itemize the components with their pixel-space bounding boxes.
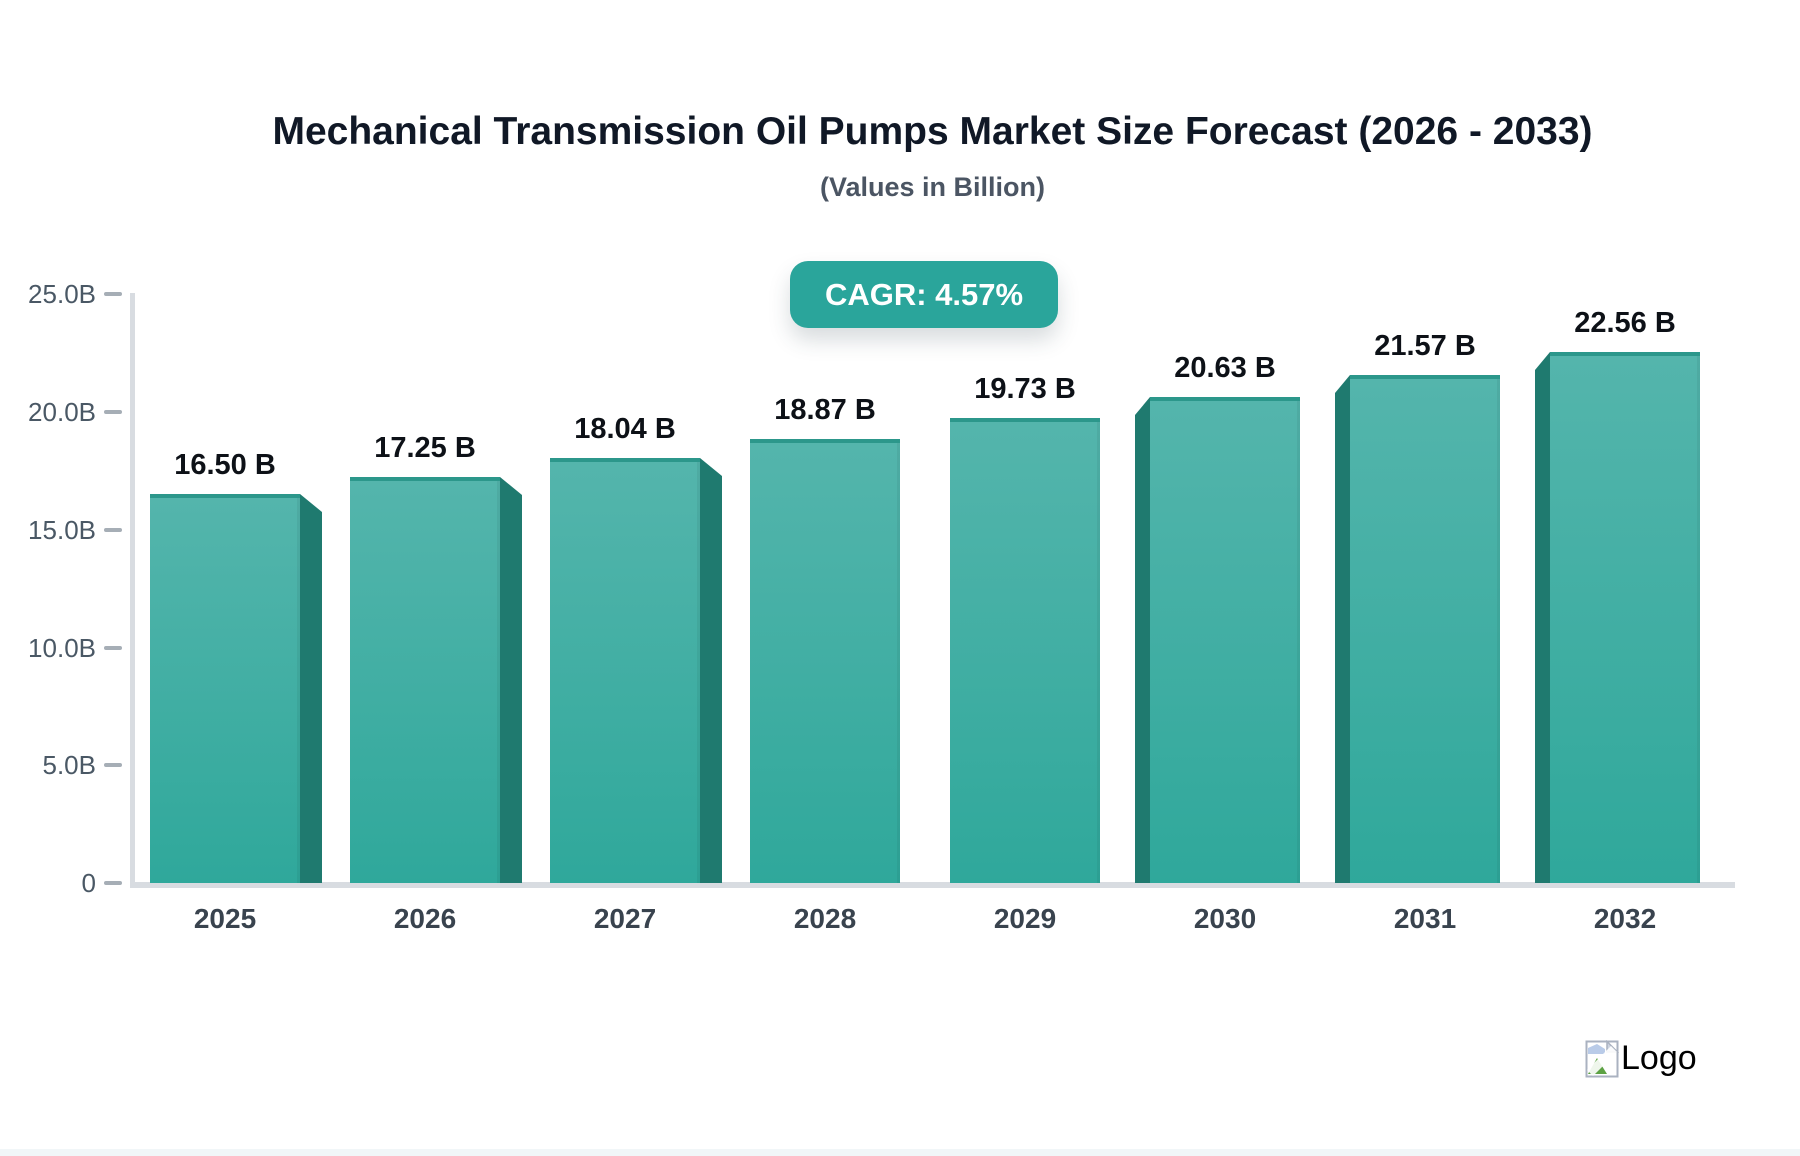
cagr-badge-label: CAGR: 4.57% [824,276,1024,312]
bar-3d-side [700,458,722,883]
x-axis-baseline [130,882,1735,888]
chart-title: Mechanical Transmission Oil Pumps Market… [272,110,1593,153]
broken-image-icon [1585,1040,1619,1078]
bar-value-label: 18.04 B [574,413,676,445]
logo-alt-text: Logo [1621,1039,1697,1077]
x-tick-label: 2025 [193,903,257,934]
bar-3d-side [1535,352,1550,883]
bar-3d-side [1335,375,1350,883]
y-tick-label: 15.0B [28,514,96,545]
bar-2026[interactable] [350,477,500,883]
bar-value-label: 18.87 B [774,394,876,426]
x-tick-label: 2027 [593,903,657,934]
y-tick-label: 0 [81,868,96,898]
y-tick-label: 5.0B [42,750,97,781]
x-tick-label: 2026 [393,903,457,934]
y-tick-mark [104,763,122,768]
bar-value-label: 16.50 B [174,449,276,481]
bar-value-label: 21.57 B [1374,330,1476,362]
bar-3d-side [500,477,522,883]
logo: Logo [1585,1038,1697,1078]
y-tick-mark [104,645,122,650]
y-tick-label: 20.0B [28,397,96,427]
x-tick-label: 2028 [793,903,857,934]
y-tick-label: 10.0B [28,632,96,663]
x-tick-label: 2031 [1393,903,1457,934]
x-tick-label: 2030 [1193,903,1257,934]
y-tick-mark [104,292,122,297]
chart-subtitle: (Values in Billion) [819,172,1046,202]
bar-2031[interactable] [1350,375,1500,883]
bar-2029[interactable] [950,418,1100,883]
bar-2027[interactable] [550,458,700,883]
x-tick-label: 2032 [1593,903,1657,934]
bar-value-label: 22.56 B [1574,307,1676,339]
footer-strip [0,1149,1800,1156]
y-axis-line [130,293,135,885]
bar-2032[interactable] [1550,352,1700,883]
bar-2030[interactable] [1150,397,1300,883]
y-tick-mark [104,527,122,532]
bar-value-label: 20.63 B [1174,352,1276,384]
y-tick-mark [104,410,122,414]
bar-2025[interactable] [150,494,300,883]
cagr-badge: CAGR: 4.57% [790,261,1058,328]
x-tick-label: 2029 [993,903,1057,934]
y-tick-label: 25.0B [28,279,96,310]
y-tick-mark [104,881,122,885]
bar-3d-side [1135,397,1150,883]
bar-2028[interactable] [750,439,900,883]
bar-value-label: 19.73 B [974,373,1076,405]
bar-3d-side [300,494,322,883]
bar-value-label: 17.25 B [374,432,476,464]
